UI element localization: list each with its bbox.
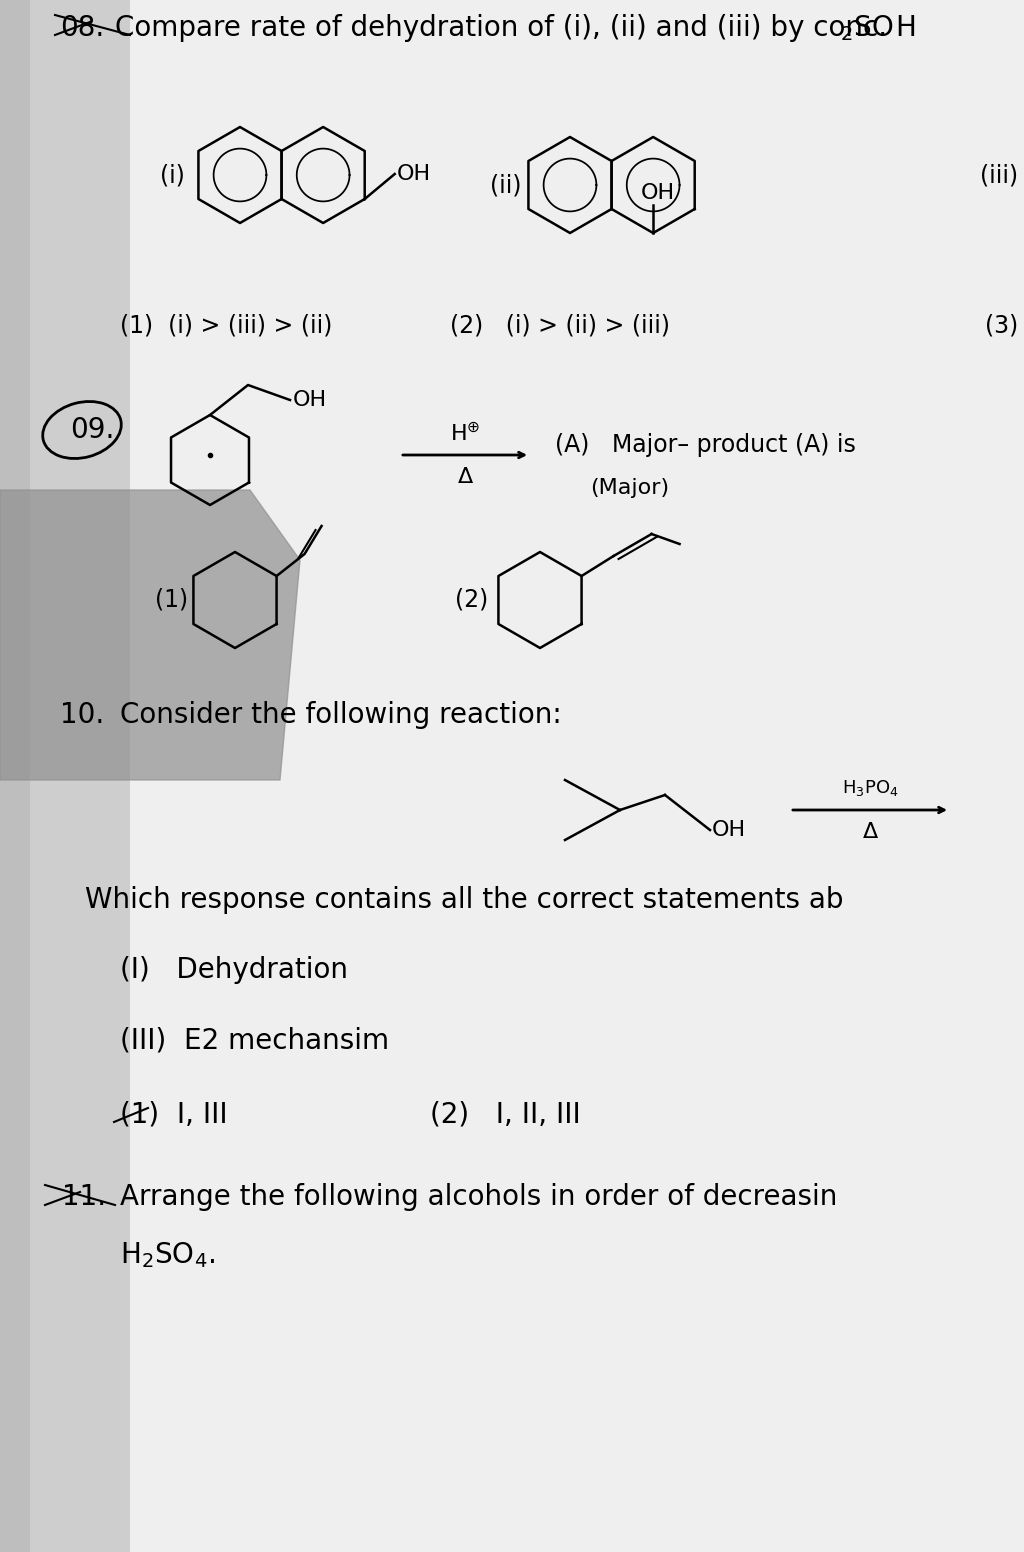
Text: H$_3$PO$_4$: H$_3$PO$_4$ — [842, 778, 898, 798]
Text: $_2$SO: $_2$SO — [840, 12, 893, 43]
Text: OH: OH — [641, 183, 675, 203]
Text: (i): (i) — [160, 163, 185, 186]
Text: Arrange the following alcohols in order of decreasin: Arrange the following alcohols in order … — [120, 1183, 838, 1211]
Text: OH: OH — [712, 819, 746, 840]
Text: Consider the following reaction:: Consider the following reaction: — [120, 702, 562, 729]
Text: (2)   I, II, III: (2) I, II, III — [430, 1100, 581, 1128]
Text: OH: OH — [293, 390, 327, 410]
Bar — [0, 0, 130, 1552]
Text: (Major): (Major) — [590, 478, 669, 498]
Text: (2): (2) — [455, 588, 488, 611]
Text: (1)  (i) > (iii) > (ii): (1) (i) > (iii) > (ii) — [120, 314, 333, 337]
Text: 10.: 10. — [60, 702, 104, 729]
Text: (1): (1) — [155, 588, 188, 611]
Text: (A)   Major– product (A) is: (A) Major– product (A) is — [555, 433, 856, 456]
Text: OH: OH — [396, 165, 431, 185]
Text: Compare rate of dehydration of (i), (ii) and (iii) by conc. H: Compare rate of dehydration of (i), (ii)… — [115, 14, 916, 42]
Text: (1)  I, III: (1) I, III — [120, 1100, 227, 1128]
Polygon shape — [0, 490, 300, 781]
Text: (III)  E2 mechansim: (III) E2 mechansim — [120, 1026, 389, 1054]
Text: (iii): (iii) — [980, 163, 1018, 186]
Text: Δ: Δ — [458, 467, 473, 487]
Text: (I)   Dehydration: (I) Dehydration — [120, 956, 348, 984]
Text: H$^{\oplus}$: H$^{\oplus}$ — [450, 422, 480, 444]
Text: (3): (3) — [985, 314, 1018, 337]
Text: Which response contains all the correct statements ab: Which response contains all the correct … — [85, 886, 844, 914]
Text: 09.: 09. — [70, 416, 115, 444]
Text: H$_2$SO$_4$.: H$_2$SO$_4$. — [120, 1240, 215, 1270]
Text: (ii): (ii) — [490, 172, 521, 197]
Text: 11.: 11. — [62, 1183, 106, 1211]
Text: Δ: Δ — [862, 823, 878, 843]
Text: (2)   (i) > (ii) > (iii): (2) (i) > (ii) > (iii) — [450, 314, 670, 337]
Text: 08.: 08. — [60, 14, 104, 42]
